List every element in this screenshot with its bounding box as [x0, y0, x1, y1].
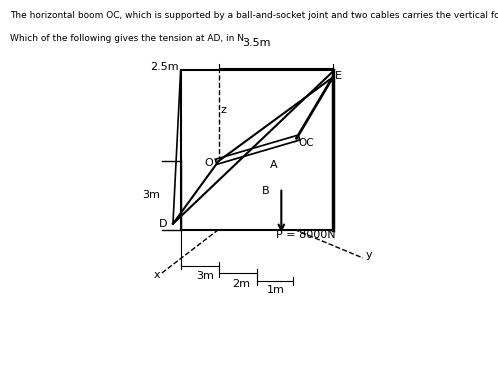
- Text: 1m: 1m: [266, 285, 284, 295]
- Text: B: B: [262, 186, 270, 196]
- Text: P = 8000N: P = 8000N: [276, 230, 336, 240]
- Text: 3m: 3m: [142, 190, 160, 200]
- Text: z: z: [220, 105, 226, 115]
- Text: 3m: 3m: [196, 271, 214, 281]
- Text: O: O: [205, 158, 214, 168]
- Text: A: A: [270, 160, 277, 170]
- Text: OC: OC: [298, 138, 314, 148]
- Text: 2.5m: 2.5m: [150, 62, 179, 72]
- Text: y: y: [366, 250, 372, 260]
- Text: E: E: [335, 70, 342, 80]
- Text: 2m: 2m: [233, 278, 250, 288]
- Text: x: x: [153, 270, 160, 280]
- Text: 3.5m: 3.5m: [243, 38, 271, 48]
- Text: The horizontal boom OC, which is supported by a ball-and-socket joint and two ca: The horizontal boom OC, which is support…: [10, 11, 498, 20]
- Text: D: D: [159, 219, 168, 229]
- Text: Which of the following gives the tension at AD, in N.: Which of the following gives the tension…: [10, 34, 247, 43]
